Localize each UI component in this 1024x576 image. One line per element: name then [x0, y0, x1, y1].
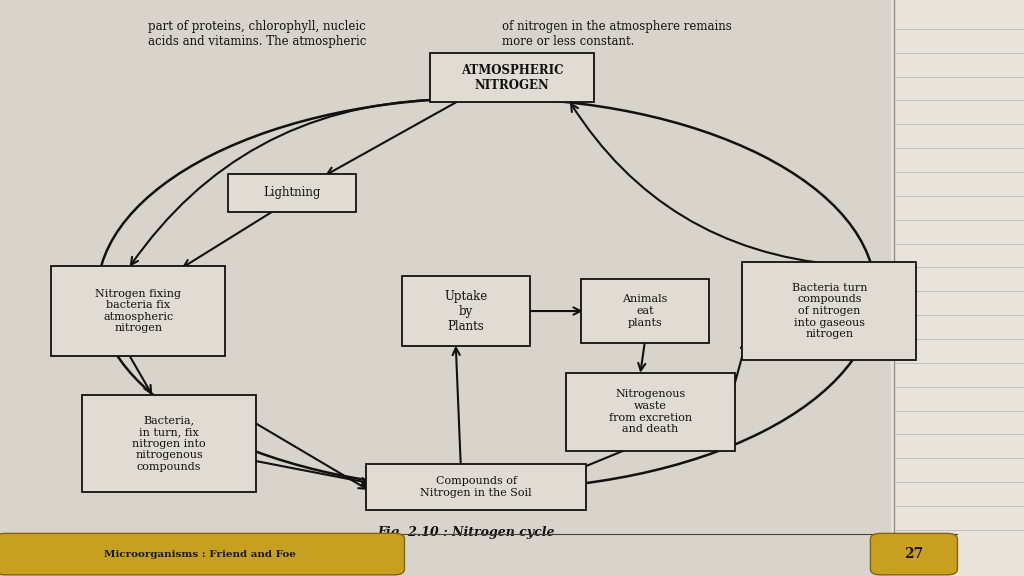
Bar	[891, 0, 1024, 576]
Text: Compounds of
Nitrogen in the Soil: Compounds of Nitrogen in the Soil	[420, 476, 532, 498]
Text: Microorganisms : Friend and Foe: Microorganisms : Friend and Foe	[103, 550, 296, 559]
Text: Bacteria,
in turn, fix
nitrogen into
nitrogenous
compounds: Bacteria, in turn, fix nitrogen into nit…	[132, 415, 206, 472]
FancyBboxPatch shape	[582, 279, 709, 343]
FancyBboxPatch shape	[367, 464, 586, 510]
Text: Animals
eat
plants: Animals eat plants	[623, 294, 668, 328]
FancyBboxPatch shape	[401, 276, 530, 346]
FancyBboxPatch shape	[742, 262, 916, 360]
Text: Bacteria turn
compounds
of nitrogen
into gaseous
nitrogen: Bacteria turn compounds of nitrogen into…	[792, 283, 867, 339]
Text: Lightning: Lightning	[263, 187, 321, 199]
Text: part of proteins, chlorophyll, nucleic
acids and vitamins. The atmospheric: part of proteins, chlorophyll, nucleic a…	[148, 20, 367, 48]
Text: Nitrogenous
waste
from excretion
and death: Nitrogenous waste from excretion and dea…	[608, 389, 692, 434]
FancyBboxPatch shape	[51, 267, 225, 356]
Text: ATMOSPHERIC
NITROGEN: ATMOSPHERIC NITROGEN	[461, 64, 563, 92]
FancyBboxPatch shape	[870, 533, 957, 575]
FancyBboxPatch shape	[430, 54, 594, 103]
FancyBboxPatch shape	[82, 395, 256, 492]
Text: Nitrogen fixing
bacteria fix
atmospheric
nitrogen: Nitrogen fixing bacteria fix atmospheric…	[95, 289, 181, 334]
Text: of nitrogen in the atmosphere remains
more or less constant.: of nitrogen in the atmosphere remains mo…	[502, 20, 731, 48]
FancyBboxPatch shape	[0, 533, 404, 575]
Text: Fig. 2.10 : Nitrogen cycle: Fig. 2.10 : Nitrogen cycle	[377, 525, 555, 539]
FancyBboxPatch shape	[227, 175, 356, 211]
Text: 27: 27	[904, 547, 924, 561]
FancyBboxPatch shape	[565, 373, 735, 450]
Text: Uptake
by
Plants: Uptake by Plants	[444, 290, 487, 332]
